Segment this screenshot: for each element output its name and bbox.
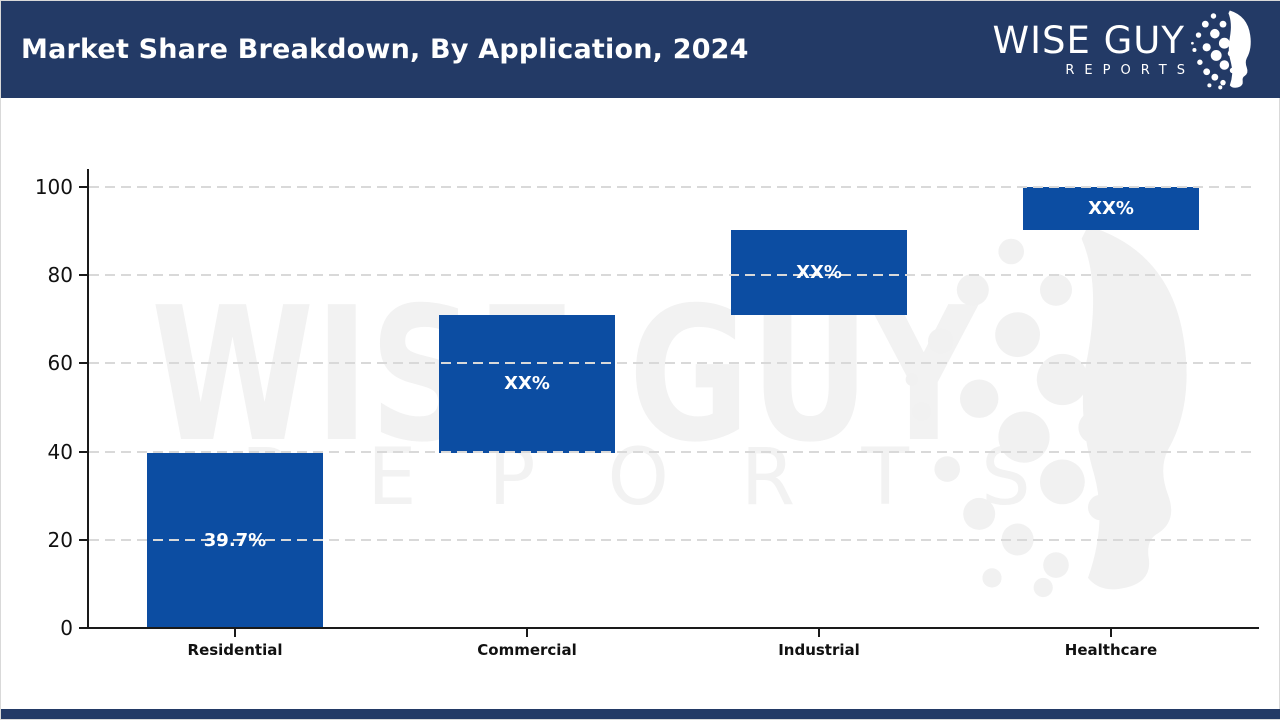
bar-value-label: 39.7%: [203, 529, 267, 551]
wiseguy-logo: WISE GUY REPORTS: [993, 9, 1257, 91]
y-tick-label: 0: [60, 616, 73, 640]
bar-value-label: XX%: [504, 373, 550, 395]
y-tick-mark: [79, 627, 87, 629]
gridline: [89, 186, 1257, 188]
y-tick-mark: [79, 362, 87, 365]
y-tick-mark: [79, 186, 87, 188]
y-tick-label: 100: [34, 175, 73, 199]
y-tick-label: 40: [47, 439, 73, 464]
x-tick-mark: [818, 629, 820, 637]
x-tick-mark: [1110, 629, 1112, 637]
logo-wiseguy-text: WISE GUY: [992, 19, 1185, 62]
logo-text: WISE GUY REPORTS: [993, 22, 1185, 77]
footer-bar: [1, 709, 1280, 719]
y-tick-mark: [79, 538, 87, 541]
category-label-residential: Residential: [187, 641, 283, 659]
gridline: [89, 538, 1257, 541]
y-tick-label: 60: [47, 351, 73, 376]
bar-commercial: [439, 314, 615, 453]
y-tick-mark: [79, 450, 87, 453]
x-axis: [87, 627, 1259, 629]
page-title: Market Share Breakdown, By Application, …: [21, 34, 749, 65]
x-tick-mark: [526, 629, 528, 637]
y-axis: [87, 169, 89, 629]
x-tick-mark: [234, 629, 236, 637]
bar-value-label: XX%: [1088, 197, 1134, 219]
category-label-industrial: Industrial: [778, 641, 860, 659]
gridline: [89, 274, 1257, 277]
category-label-commercial: Commercial: [477, 641, 577, 659]
category-label-healthcare: Healthcare: [1064, 641, 1158, 659]
bar-industrial: [731, 229, 907, 315]
bar-healthcare: [1023, 187, 1199, 230]
header: Market Share Breakdown, By Application, …: [1, 1, 1280, 98]
gridline: [89, 450, 1257, 453]
y-tick-mark: [79, 274, 87, 277]
y-tick-label: 20: [47, 527, 73, 552]
logo-reports-text: REPORTS: [1065, 63, 1195, 78]
gridline: [89, 362, 1257, 365]
bar-value-label: XX%: [796, 261, 842, 283]
wiseguy-head-icon: [1189, 9, 1257, 91]
y-tick-label: 80: [47, 263, 73, 288]
